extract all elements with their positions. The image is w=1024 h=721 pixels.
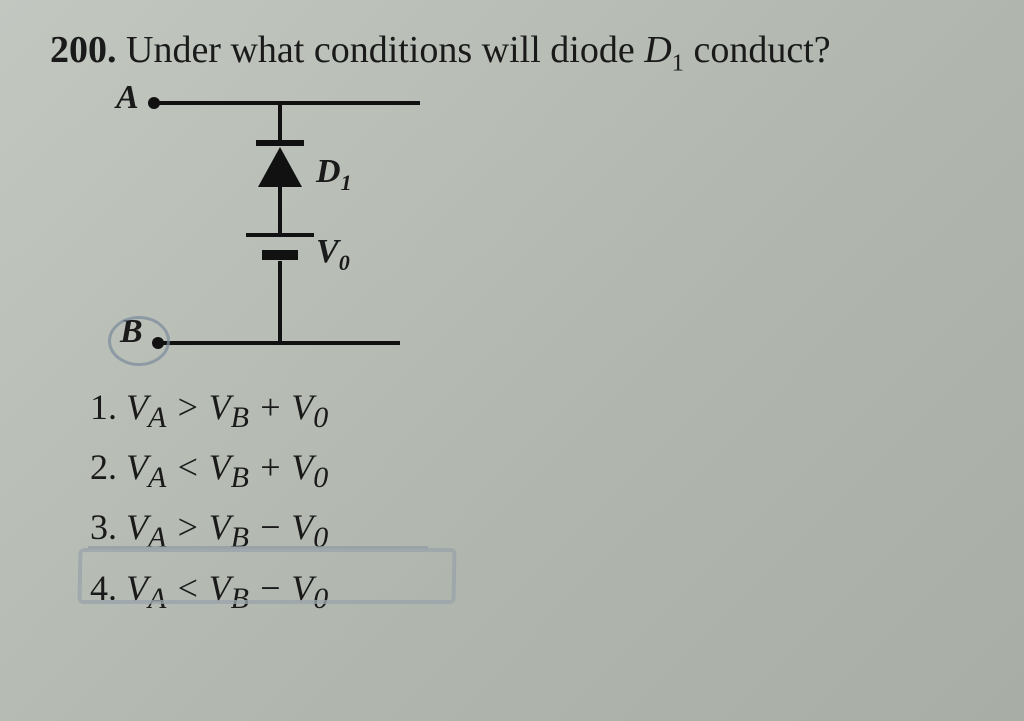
option-1-number: 1.: [90, 387, 117, 427]
option-1: 1. VA > VB + V0: [90, 380, 328, 440]
question-text-prefix: Under what conditions will diode: [126, 29, 644, 71]
question-line: 200. Under what conditions will diode D1…: [50, 28, 831, 78]
diode-symbol: D: [644, 29, 671, 71]
option-1-expr: VA > VB + V0: [126, 387, 328, 427]
question-text-suffix: conduct?: [684, 29, 831, 71]
pencil-box-option-4: [78, 548, 457, 604]
circuit-svg: [120, 85, 480, 365]
question-number: 200.: [50, 29, 117, 71]
option-3-number: 3.: [90, 507, 117, 547]
page: 200. Under what conditions will diode D1…: [0, 0, 1024, 721]
option-2: 2. VA < VB + V0: [90, 440, 328, 500]
pencil-circle-b: [108, 316, 170, 366]
option-3-expr: VA > VB − V0: [126, 507, 328, 547]
option-2-number: 2.: [90, 447, 117, 487]
circuit-diagram: A B D1 V0: [120, 85, 480, 365]
diode-subscript: 1: [672, 50, 684, 77]
option-2-expr: VA < VB + V0: [126, 447, 328, 487]
